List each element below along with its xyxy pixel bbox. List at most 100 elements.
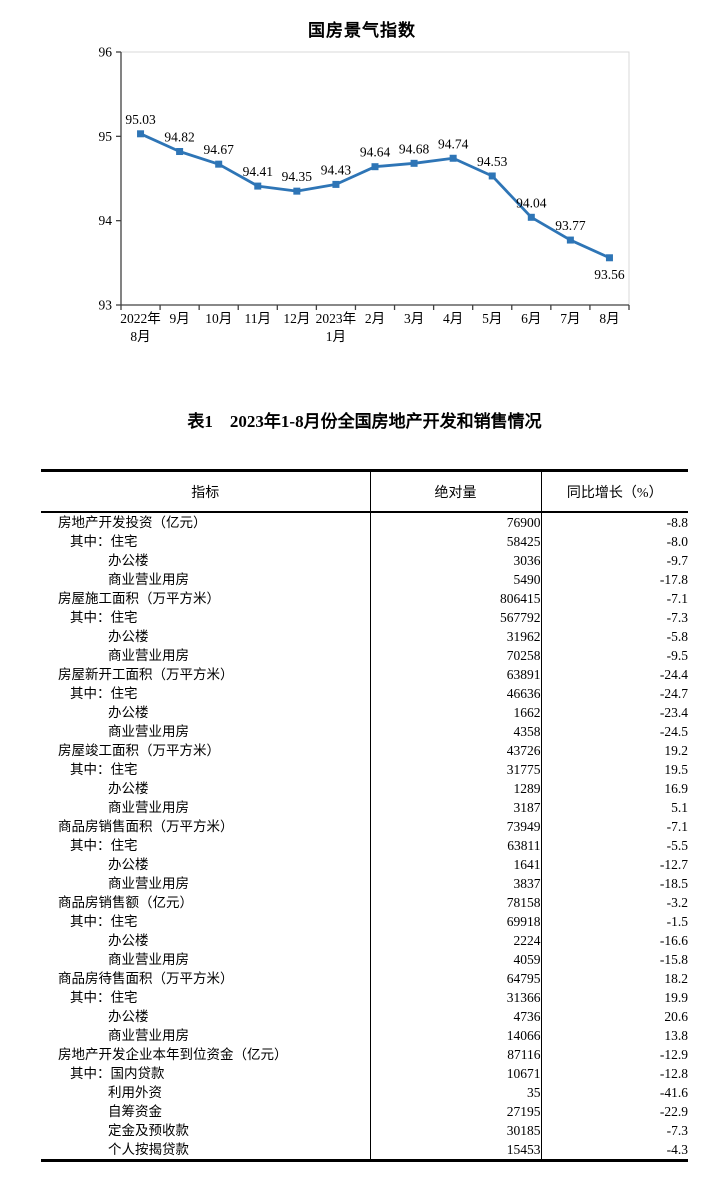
yoy-growth-cell: 18.2 — [540, 969, 688, 988]
absolute-value-cell: 567792 — [369, 608, 541, 627]
absolute-value-cell: 63811 — [369, 836, 541, 855]
indicator-cell: 房屋施工面积（万平方米） — [58, 591, 220, 606]
table-row: 商业营业用房 3837 -18.5 — [41, 874, 688, 893]
absolute-value-cell: 1289 — [369, 779, 541, 798]
absolute-value-cell: 31775 — [369, 760, 541, 779]
table-row: 房屋施工面积（万平方米） 806415 -7.1 — [41, 589, 688, 608]
yoy-growth-cell: -8.0 — [540, 532, 688, 551]
col-header-yoy-growth: 同比增长（%） — [540, 470, 688, 513]
table-row: 商业营业用房 70258 -9.5 — [41, 646, 688, 665]
table-body: 房地产开发投资（亿元） 76900 -8.8 其中：住宅 58425 -8.0 办公楼 303… — [41, 512, 688, 1161]
yoy-growth-cell: 19.5 — [540, 760, 688, 779]
indicator-cell: 商品房销售额（亿元） — [58, 895, 193, 910]
table-row: 其中：住宅 69918 -1.5 — [41, 912, 688, 931]
data-point-label: 94.53 — [477, 154, 508, 169]
data-point-label: 94.64 — [360, 145, 391, 160]
indicator-cell: 其中：住宅 — [70, 838, 138, 853]
x-tick-label: 7月 — [560, 311, 580, 326]
absolute-value-cell: 3036 — [369, 551, 541, 570]
data-point-marker — [449, 154, 457, 162]
absolute-value-cell: 1662 — [369, 703, 541, 722]
x-tick-label: 2022年 — [120, 311, 161, 326]
data-point-marker — [410, 159, 418, 167]
indicator-cell: 商业营业用房 — [108, 800, 189, 815]
absolute-value-cell: 46636 — [369, 684, 541, 703]
yoy-growth-cell: -4.3 — [540, 1140, 688, 1161]
data-point-marker — [332, 180, 340, 188]
data-point-label: 93.56 — [594, 267, 625, 282]
indicator-cell: 个人按揭贷款 — [108, 1142, 189, 1157]
data-point-label: 94.82 — [164, 130, 194, 145]
indicator-cell: 办公楼 — [108, 553, 149, 568]
indicator-cell: 办公楼 — [108, 1009, 149, 1024]
indicator-cell: 商业营业用房 — [108, 952, 189, 967]
data-point-label: 94.04 — [516, 195, 547, 210]
indicator-cell: 商业营业用房 — [108, 648, 189, 663]
yoy-growth-cell: -7.3 — [540, 608, 688, 627]
indicator-cell: 房地产开发投资（亿元） — [58, 515, 207, 530]
data-point-marker — [527, 213, 535, 221]
indicator-cell: 房地产开发企业本年到位资金（亿元） — [58, 1047, 288, 1062]
x-tick-label: 8月 — [130, 329, 150, 344]
yoy-growth-cell: 20.6 — [540, 1007, 688, 1026]
data-point-label: 94.43 — [321, 162, 352, 177]
yoy-growth-cell: -9.7 — [540, 551, 688, 570]
yoy-growth-cell: -24.4 — [540, 665, 688, 684]
y-tick-label: 93 — [99, 298, 113, 313]
absolute-value-cell: 27195 — [369, 1102, 541, 1121]
indicator-cell: 自筹资金 — [108, 1104, 162, 1119]
table-row: 其中：住宅 46636 -24.7 — [41, 684, 688, 703]
absolute-value-cell: 43726 — [369, 741, 541, 760]
indicator-cell: 其中：住宅 — [70, 762, 138, 777]
table-row: 商品房销售面积（万平方米） 73949 -7.1 — [41, 817, 688, 836]
yoy-growth-cell: -12.8 — [540, 1064, 688, 1083]
absolute-value-cell: 4358 — [369, 722, 541, 741]
yoy-growth-cell: 5.1 — [540, 798, 688, 817]
yoy-growth-cell: 16.9 — [540, 779, 688, 798]
indicator-cell: 房屋新开工面积（万平方米） — [58, 667, 234, 682]
table-row: 自筹资金 27195 -22.9 — [41, 1102, 688, 1121]
absolute-value-cell: 14066 — [369, 1026, 541, 1045]
absolute-value-cell: 70258 — [369, 646, 541, 665]
x-tick-label: 9月 — [169, 311, 189, 326]
x-tick-label: 2023年 — [316, 311, 357, 326]
yoy-growth-cell: -17.8 — [540, 570, 688, 589]
yoy-growth-cell: -12.7 — [540, 855, 688, 874]
yoy-growth-cell: -5.5 — [540, 836, 688, 855]
yoy-growth-cell: -23.4 — [540, 703, 688, 722]
y-tick-label: 95 — [99, 129, 113, 144]
indicator-cell: 商业营业用房 — [108, 1028, 189, 1043]
col-header-absolute-value: 绝对量 — [369, 470, 541, 513]
x-tick-label: 2月 — [365, 311, 385, 326]
y-tick-label: 96 — [99, 45, 113, 60]
table-row: 商品房待售面积（万平方米） 64795 18.2 — [41, 969, 688, 988]
indicator-cell: 办公楼 — [108, 933, 149, 948]
data-point-marker — [605, 254, 613, 262]
data-point-label: 94.68 — [399, 141, 430, 156]
yoy-growth-cell: -24.5 — [540, 722, 688, 741]
yoy-growth-cell: 19.2 — [540, 741, 688, 760]
yoy-growth-cell: -24.7 — [540, 684, 688, 703]
yoy-growth-cell: -15.8 — [540, 950, 688, 969]
table-row: 利用外资 35 -41.6 — [41, 1083, 688, 1102]
absolute-value-cell: 1641 — [369, 855, 541, 874]
x-tick-label: 11月 — [245, 311, 272, 326]
yoy-growth-cell: -9.5 — [540, 646, 688, 665]
absolute-value-cell: 31962 — [369, 627, 541, 646]
yoy-growth-cell: -7.1 — [540, 817, 688, 836]
table-row: 定金及预收款 30185 -7.3 — [41, 1121, 688, 1140]
indicator-cell: 利用外资 — [108, 1085, 162, 1100]
data-point-marker — [137, 130, 145, 138]
absolute-value-cell: 64795 — [369, 969, 541, 988]
indicator-cell: 其中：国内贷款 — [70, 1066, 165, 1081]
table-row: 其中：住宅 31775 19.5 — [41, 760, 688, 779]
yoy-growth-cell: -7.3 — [540, 1121, 688, 1140]
indicator-cell: 办公楼 — [108, 705, 149, 720]
data-point-marker — [566, 236, 574, 244]
absolute-value-cell: 3837 — [369, 874, 541, 893]
x-tick-label: 12月 — [283, 311, 310, 326]
table-row: 商品房销售额（亿元） 78158 -3.2 — [41, 893, 688, 912]
indicator-cell: 商业营业用房 — [108, 724, 189, 739]
x-tick-label: 10月 — [205, 311, 232, 326]
